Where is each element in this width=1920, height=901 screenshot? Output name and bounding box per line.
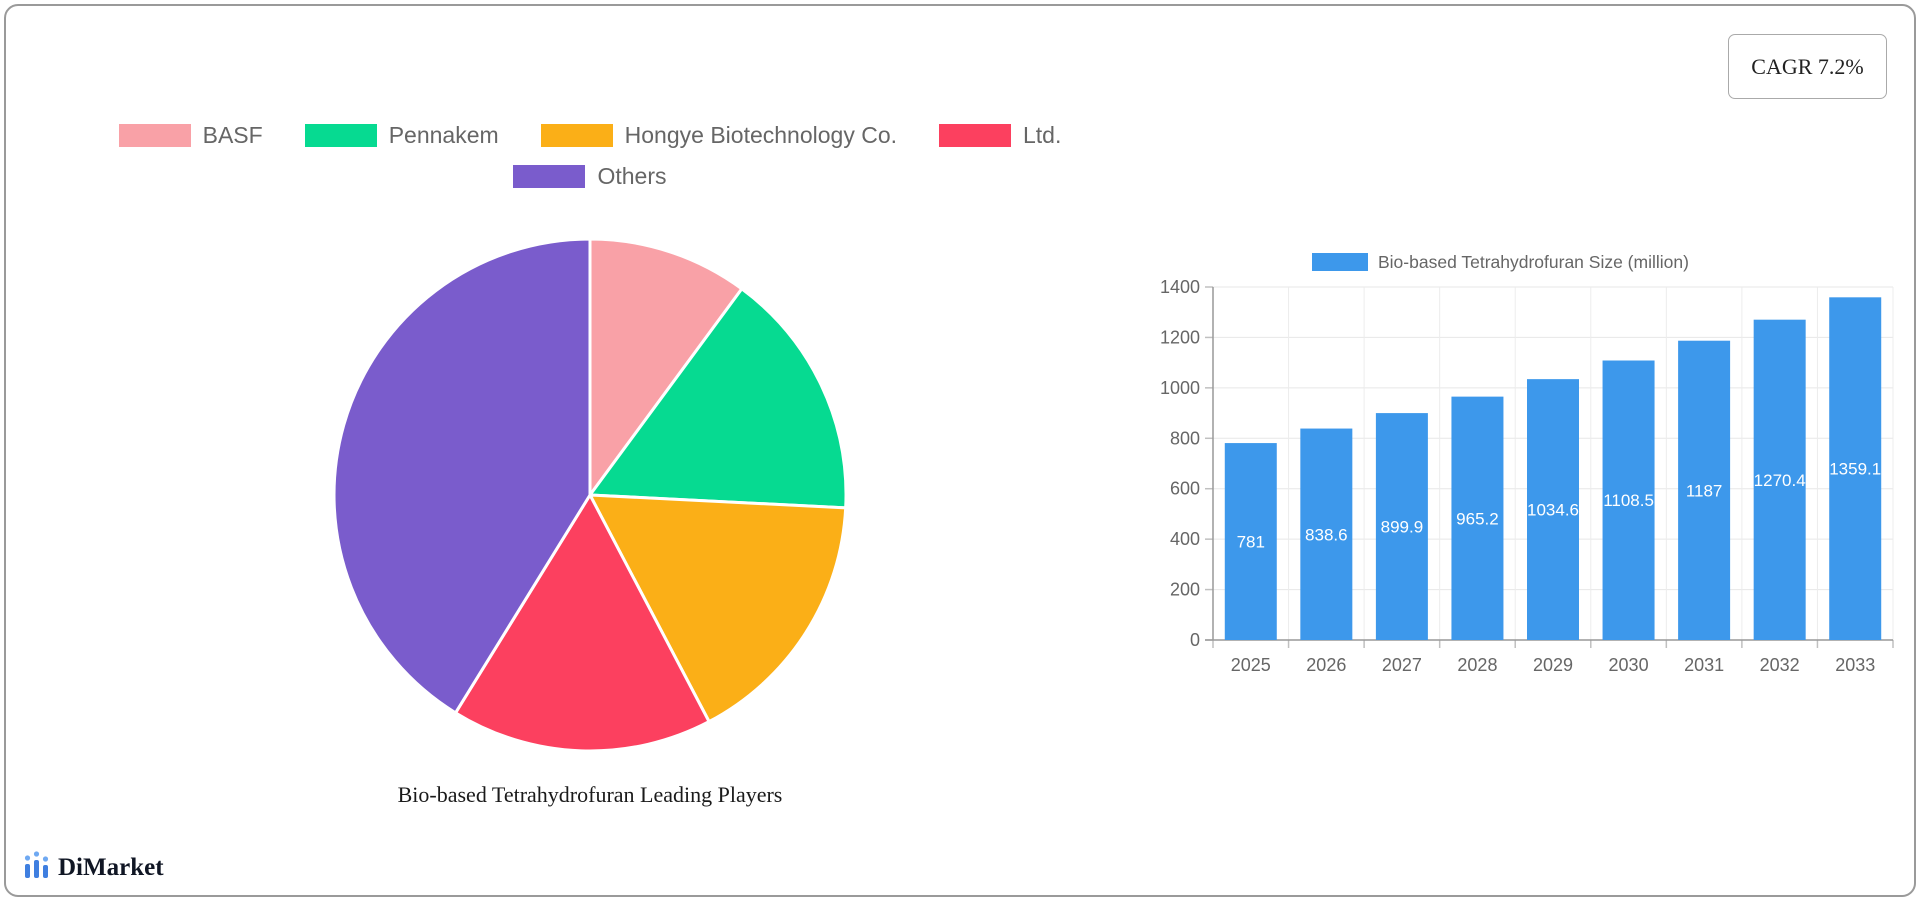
bar-2028[interactable] — [1451, 396, 1504, 640]
legend-swatch-icon — [540, 124, 613, 147]
pie-legend-item[interactable]: Hongye Biotechnology Co. — [540, 122, 897, 149]
x-axis-category-label: 2031 — [1684, 655, 1724, 675]
legend-swatch-icon — [118, 124, 191, 147]
bar-2025[interactable] — [1224, 443, 1277, 640]
cagr-badge-label: CAGR 7.2% — [1751, 53, 1864, 79]
bar-value-label: 781 — [1237, 533, 1265, 552]
bar-value-label: 1187 — [1686, 481, 1723, 500]
x-axis-category-label: 2027 — [1382, 655, 1422, 675]
bar-value-label: 899.9 — [1381, 518, 1424, 537]
x-axis-category-label: 2030 — [1609, 655, 1649, 675]
dimarket-logo: DiMarket — [23, 850, 164, 885]
pie-legend: BASF Pennakem Hongye Biotechnology Co. Ltd.… — [0, 122, 1180, 190]
logo-dot — [24, 855, 31, 861]
legend-swatch-icon — [939, 124, 1011, 147]
y-axis-tick-label: 1400 — [1160, 277, 1200, 297]
dimarket-logo-text: DiMarket — [58, 853, 164, 881]
x-axis-category-label: 2028 — [1457, 655, 1497, 675]
logo-bar — [25, 864, 30, 878]
bar-value-label: 1108.5 — [1603, 491, 1654, 510]
pie-slice-others[interactable] — [332, 237, 592, 715]
x-axis-category-label: 2029 — [1533, 655, 1573, 675]
pie-legend-row: BASF Pennakem Hongye Biotechnology Co. Ltd. — [0, 122, 1180, 149]
bar-2029[interactable] — [1527, 379, 1579, 640]
legend-swatch-icon — [513, 165, 586, 188]
logo-bar — [34, 860, 39, 878]
pie-slice-basf[interactable] — [588, 237, 744, 497]
bar-value-label: 1270.4 — [1754, 471, 1806, 490]
x-axis-category-label: 2032 — [1760, 655, 1800, 675]
bar-2032[interactable] — [1753, 319, 1806, 640]
dimarket-logo-icon — [23, 850, 51, 885]
bar-2027[interactable] — [1375, 413, 1428, 640]
pie-slice-ltd[interactable] — [454, 493, 711, 753]
card-border — [4, 4, 1916, 897]
bar-value-label: 1359.1 — [1829, 460, 1881, 479]
pie-chart-title: Bio-based Tetrahydrofuran Leading Player… — [397, 782, 783, 807]
pie-chart[interactable] — [328, 233, 852, 757]
bar-value-label: 1034.6 — [1527, 501, 1579, 520]
bar-2030[interactable] — [1602, 360, 1655, 640]
logo-dot — [42, 856, 49, 862]
y-axis-tick-label: 400 — [1170, 529, 1200, 549]
cagr-badge: CAGR 7.2% — [1728, 34, 1887, 99]
bar-value-label: 838.6 — [1305, 525, 1348, 544]
x-axis-category-label: 2033 — [1835, 655, 1875, 675]
bar-legend-swatch-icon[interactable] — [1312, 253, 1368, 271]
pie-legend-item[interactable]: Ltd. — [939, 122, 1061, 149]
pie-legend-item[interactable]: BASF — [118, 122, 263, 149]
legend-item-label: Pennakem — [388, 122, 499, 148]
y-axis-tick-label: 600 — [1170, 479, 1200, 499]
bar-2033[interactable] — [1829, 297, 1882, 640]
bar-2026[interactable] — [1300, 428, 1353, 640]
legend-item-label: Others — [597, 163, 667, 189]
bar-value-label: 965.2 — [1456, 509, 1499, 528]
logo-dot — [33, 851, 40, 857]
pie-slice-pennakem[interactable] — [588, 287, 848, 510]
bar-2031[interactable] — [1678, 340, 1731, 640]
logo-bar — [43, 865, 48, 878]
legend-item-label: Hongye Biotechnology Co. — [624, 122, 897, 148]
bar-legend-label: Bio-based Tetrahydrofuran Size (million) — [1378, 252, 1689, 272]
pie-slice-hongye-biotechnology-co[interactable] — [588, 493, 848, 724]
y-axis-tick-label: 200 — [1170, 580, 1200, 600]
x-axis-category-label: 2025 — [1231, 655, 1271, 675]
x-axis-category-label: 2026 — [1306, 655, 1346, 675]
y-axis-tick-label: 1000 — [1160, 378, 1200, 398]
legend-item-label: BASF — [202, 122, 263, 148]
y-axis-tick-label: 1200 — [1160, 327, 1200, 347]
y-axis-tick-label: 800 — [1170, 428, 1200, 448]
y-axis-tick-label: 0 — [1190, 630, 1200, 650]
bar-chart[interactable]: Bio-based Tetrahydrofuran Size (million)… — [1130, 240, 1910, 690]
pie-legend-item[interactable]: Pennakem — [304, 122, 499, 149]
pie-legend-row: Others — [0, 163, 1180, 190]
legend-item-label: Ltd. — [1023, 122, 1062, 148]
pie-legend-item[interactable]: Others — [513, 163, 667, 190]
legend-swatch-icon — [304, 124, 377, 147]
